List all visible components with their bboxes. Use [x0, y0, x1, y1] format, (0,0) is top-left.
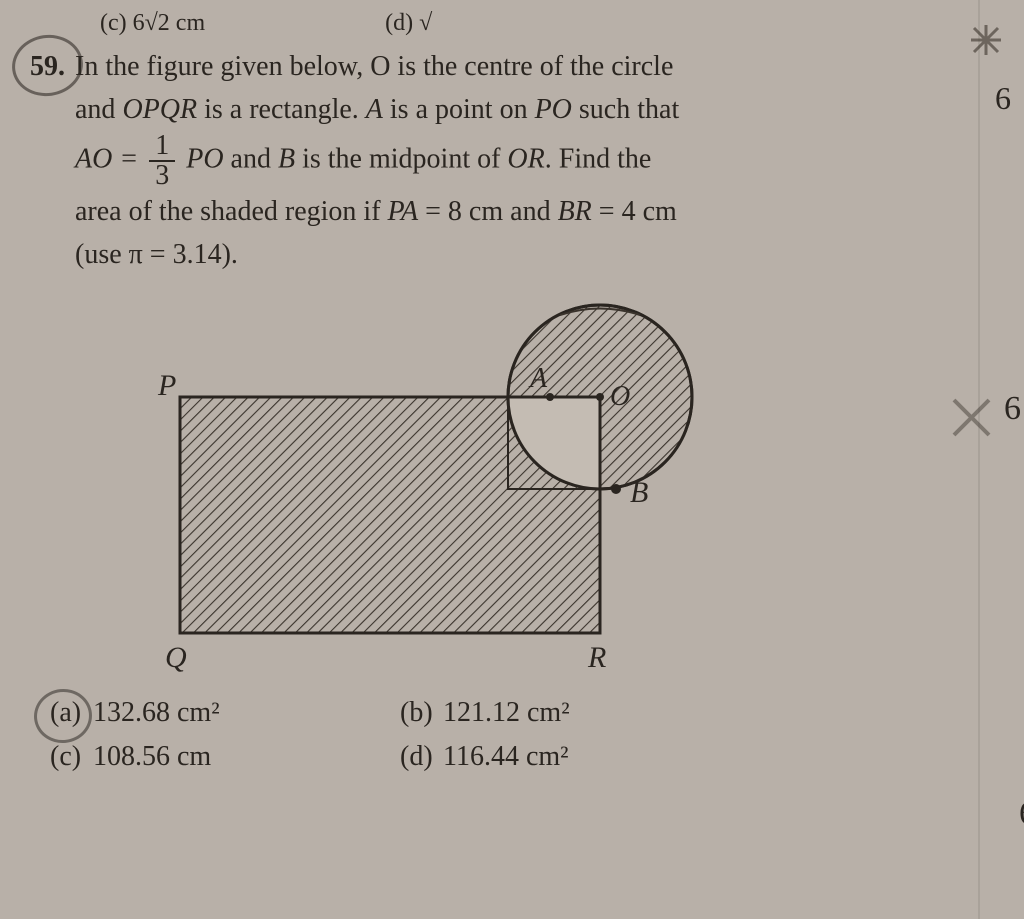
- pencil-cross-mark: [949, 395, 994, 440]
- q-line3-pre: AO =: [75, 143, 145, 174]
- center-o-dot: [596, 393, 604, 401]
- fragment-d: (d) √: [385, 10, 432, 37]
- option-c: (c) 108.56 cm: [50, 741, 380, 773]
- page-fold-line: [978, 0, 980, 919]
- q-line1: In the figure given below, O is the cent…: [75, 51, 673, 82]
- label-o: O: [610, 381, 630, 412]
- q-line4-eq2: = 4 cm: [592, 196, 677, 227]
- point-a-dot: [546, 393, 554, 401]
- margin-six-2: 6: [1004, 390, 1021, 428]
- label-q: Q: [165, 641, 187, 674]
- option-a: (a) 132.68 cm²: [50, 697, 380, 729]
- q-line2-pre: and: [75, 94, 122, 125]
- answer-options: (a) 132.68 cm² (b) 121.12 cm² (c) 108.56…: [30, 697, 730, 773]
- q-line3-mid2: is the midpoint of: [295, 143, 507, 174]
- q-BR: BR: [558, 196, 592, 227]
- opt-b-text: 121.12 cm²: [443, 697, 570, 728]
- opt-d-text: 116.44 cm²: [443, 741, 569, 772]
- top-cutoff-text: (c) 6√2 cm (d) √: [30, 10, 994, 37]
- q-line2-end: such that: [572, 94, 679, 125]
- opt-c-text: 108.56 cm: [93, 741, 211, 772]
- q-line4-pre: area of the shaded region if: [75, 196, 388, 227]
- margin-six-3: 6: [1019, 795, 1024, 833]
- question-number: 59.: [30, 45, 75, 88]
- point-b-dot: [611, 484, 621, 494]
- q-line4-eq1: = 8 cm and: [418, 196, 557, 227]
- q-line2-mid: is a rectangle.: [197, 94, 366, 125]
- q-line3-end: . Find the: [545, 143, 652, 174]
- q-line3-post: and: [224, 143, 278, 174]
- label-p: P: [157, 369, 176, 402]
- geometry-figure: P A O B Q R: [110, 297, 750, 677]
- q-PA: PA: [388, 196, 419, 227]
- label-b: B: [630, 476, 648, 509]
- opt-d-label: (d): [400, 741, 436, 773]
- q-line2-post: is a point on: [383, 94, 535, 125]
- q-B: B: [278, 143, 295, 174]
- figure-svg: P A O B Q R: [110, 297, 750, 677]
- opt-c-label: (c): [50, 741, 86, 773]
- question-59: 59. In the figure given below, O is the …: [30, 45, 994, 277]
- q-opqr: OPQR: [122, 94, 197, 125]
- opt-b-label: (b): [400, 697, 436, 729]
- q-A: A: [366, 94, 383, 125]
- label-r: R: [587, 641, 606, 674]
- q-PO: PO: [535, 94, 572, 125]
- pencil-star-mark: [966, 20, 1006, 60]
- label-a: A: [528, 363, 548, 394]
- opt-a-label: (a): [50, 697, 86, 729]
- fraction-one-third: 13: [149, 132, 175, 190]
- q-line5: (use π = 3.14).: [75, 239, 238, 270]
- option-d: (d) 116.44 cm²: [400, 741, 730, 773]
- q-OR: OR: [507, 143, 544, 174]
- q-line3-mid: PO: [179, 143, 223, 174]
- opt-a-text: 132.68 cm²: [93, 697, 220, 728]
- margin-six-1: 6: [995, 80, 1011, 117]
- option-b: (b) 121.12 cm²: [400, 697, 730, 729]
- fragment-c: (c) 6√2 cm: [100, 10, 205, 37]
